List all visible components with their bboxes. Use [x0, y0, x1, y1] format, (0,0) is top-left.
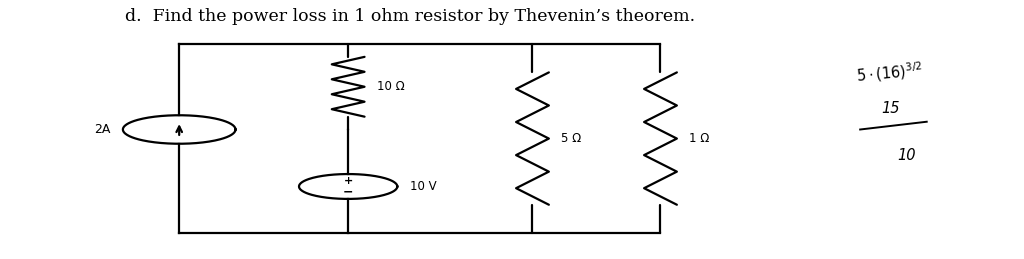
Text: 10: 10 — [897, 148, 915, 163]
Text: −: − — [343, 185, 353, 198]
Text: 10 V: 10 V — [410, 180, 436, 193]
Text: 2A: 2A — [94, 123, 111, 136]
Text: 10 Ω: 10 Ω — [377, 80, 404, 93]
Text: 1 Ω: 1 Ω — [689, 132, 710, 145]
Text: $5 \cdot (16)^{3/2}$: $5 \cdot (16)^{3/2}$ — [855, 59, 924, 86]
Text: +: + — [343, 176, 353, 186]
Text: 15: 15 — [882, 101, 900, 116]
Text: d.  Find the power loss in 1 ohm resistor by Thevenin’s theorem.: d. Find the power loss in 1 ohm resistor… — [125, 8, 694, 25]
Text: 5 Ω: 5 Ω — [561, 132, 582, 145]
